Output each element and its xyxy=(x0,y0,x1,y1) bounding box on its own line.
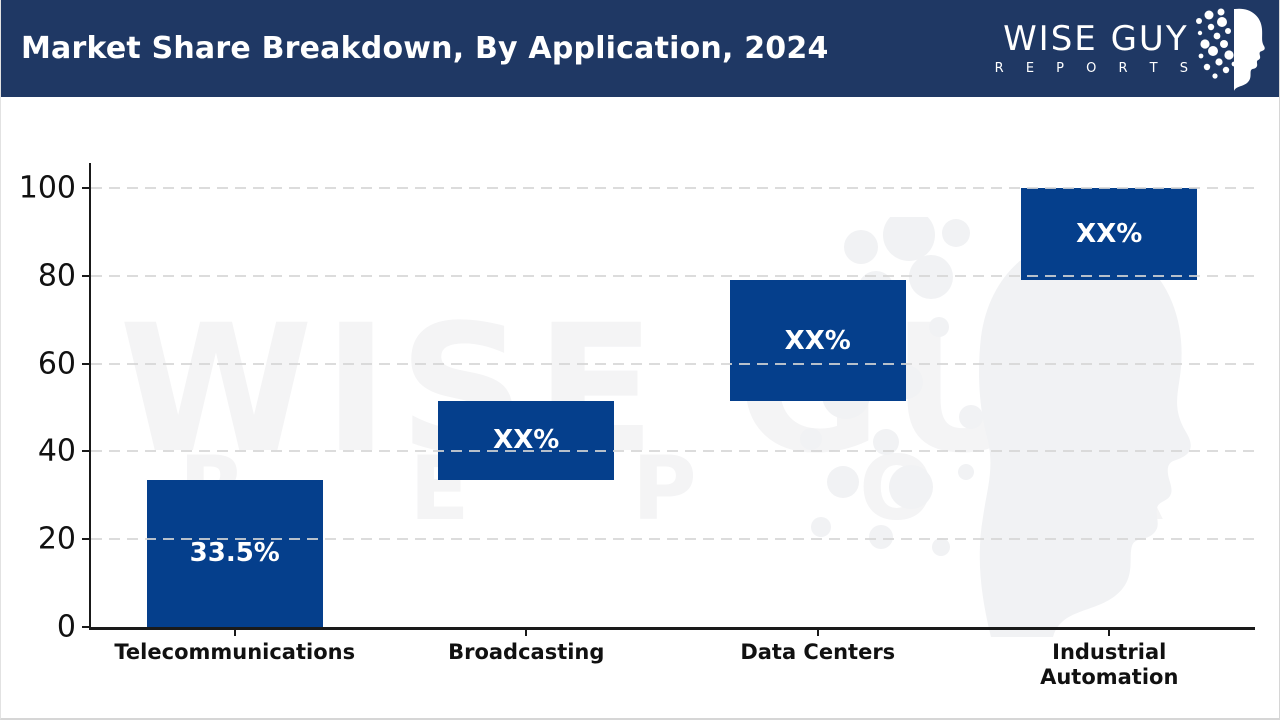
x-category-label: Telecommunications xyxy=(114,640,356,664)
y-tick-label-0: 0 xyxy=(56,609,76,645)
x-tick-2 xyxy=(816,629,819,636)
y-tick-20 xyxy=(82,538,89,541)
y-tick-label-100: 100 xyxy=(18,170,76,206)
chart-title: Market Share Breakdown, By Application, … xyxy=(21,31,829,66)
header: Market Share Breakdown, By Application, … xyxy=(1,0,1279,97)
gridline-40 xyxy=(91,450,1255,453)
gridline-80 xyxy=(91,274,1255,277)
bar-value-label: XX% xyxy=(1076,219,1143,250)
x-tick-0 xyxy=(233,629,236,636)
bar-value-label: XX% xyxy=(493,425,560,456)
gridline-20 xyxy=(91,538,1255,541)
bar-value-label: XX% xyxy=(784,325,851,356)
bar-telecommunications xyxy=(146,479,323,627)
logo-text: WISE GUY R E P O R T S xyxy=(995,22,1197,75)
bar-broadcasting xyxy=(438,400,615,480)
y-tick-0 xyxy=(82,626,89,628)
y-tick-40 xyxy=(82,450,89,453)
y-axis-spine xyxy=(89,163,91,629)
y-tick-label-20: 20 xyxy=(37,521,76,557)
gridline-100 xyxy=(91,187,1255,189)
x-axis-spine xyxy=(89,627,1255,630)
x-category-label: Broadcasting xyxy=(448,640,605,664)
logo-wordmark: WISE GUY xyxy=(1003,19,1189,59)
y-tick-label-60: 60 xyxy=(37,346,76,382)
x-category-label: Data Centers xyxy=(740,640,896,664)
gridline-60 xyxy=(91,362,1255,365)
logo-subtitle: R E P O R T S xyxy=(994,61,1197,76)
y-tick-60 xyxy=(82,362,89,365)
y-tick-100 xyxy=(82,187,89,189)
bar-value-label: 33.5% xyxy=(189,538,280,569)
y-tick-label-40: 40 xyxy=(37,433,76,469)
y-tick-80 xyxy=(82,274,89,277)
x-tick-3 xyxy=(1108,629,1111,636)
x-tick-1 xyxy=(525,629,528,636)
bar-industrial-automation xyxy=(1021,188,1198,281)
bar-data-centers xyxy=(729,280,906,401)
logo-head-icon xyxy=(1196,8,1265,91)
wise-guy-logo: WISE GUY R E P O R T S xyxy=(995,7,1265,91)
y-tick-label-80: 80 xyxy=(37,258,76,294)
chart-area: WISE GUY R E P O R T S 02040608010033.5%… xyxy=(1,97,1279,718)
x-category-label: Industrial Automation xyxy=(1040,640,1179,689)
